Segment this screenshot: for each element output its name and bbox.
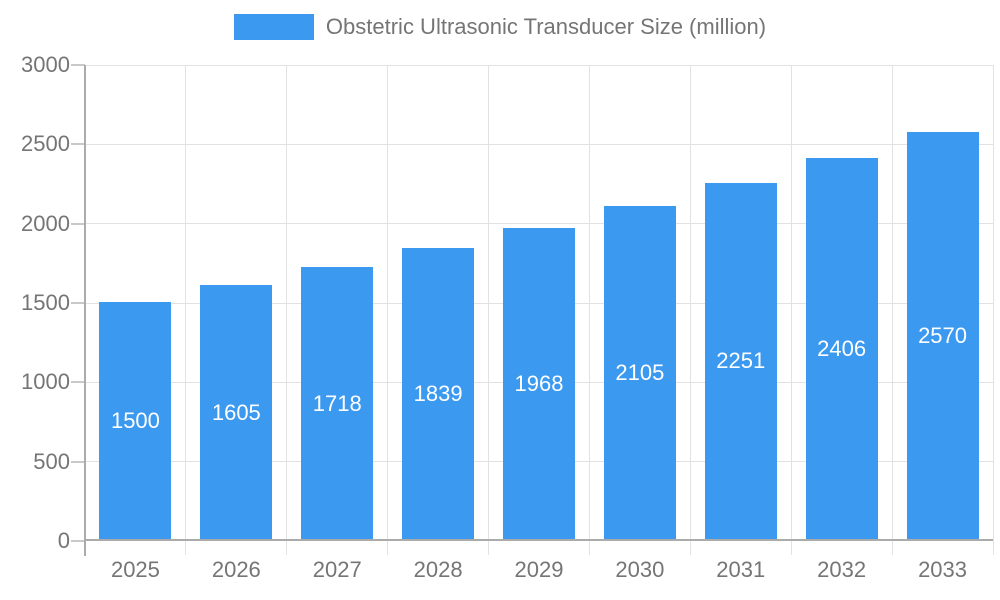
y-axis-label: 2500 xyxy=(21,131,70,157)
x-axis-label: 2029 xyxy=(514,557,564,582)
y-axis-label: 500 xyxy=(33,448,70,474)
bar-value-label: 1605 xyxy=(211,399,261,425)
x-axis-tick xyxy=(992,541,994,555)
legend-swatch xyxy=(233,14,314,40)
x-gridline xyxy=(387,65,389,541)
y-axis-tick xyxy=(71,302,85,304)
x-gridline xyxy=(689,65,691,541)
bar-value-label: 2406 xyxy=(817,336,867,362)
x-axis-label: 2033 xyxy=(918,557,968,582)
bar-value-label: 1718 xyxy=(312,390,362,416)
y-gridline xyxy=(85,223,993,225)
x-gridline xyxy=(588,65,590,541)
bar[interactable]: 2570 xyxy=(906,132,979,540)
bar[interactable]: 1605 xyxy=(200,285,273,540)
y-axis-tick xyxy=(71,540,85,542)
bar-value-label: 2105 xyxy=(615,359,665,385)
y-axis-label: 3000 xyxy=(21,52,70,77)
y-axis-tick xyxy=(71,222,85,225)
bar-value-label: 1968 xyxy=(514,370,564,396)
x-axis-tick xyxy=(286,541,288,555)
bar-value-label: 1500 xyxy=(110,408,160,433)
y-axis-tick xyxy=(71,460,85,463)
x-axis-tick xyxy=(588,541,590,555)
x-axis-label: 2030 xyxy=(615,557,665,582)
x-gridline xyxy=(992,65,994,541)
x-axis-line xyxy=(85,539,993,541)
bar[interactable]: 1968 xyxy=(503,227,575,540)
bar[interactable]: 1500 xyxy=(99,302,172,540)
x-axis-tick xyxy=(891,541,893,555)
bar[interactable]: 2251 xyxy=(704,182,777,540)
y-axis-label: 2000 xyxy=(21,210,70,236)
y-axis-label: 1000 xyxy=(21,369,70,395)
legend-label: Obstetric Ultrasonic Transducer Size (mi… xyxy=(325,14,767,39)
x-gridline xyxy=(488,65,490,541)
bar-value-label: 2570 xyxy=(918,323,968,349)
x-axis-label: 2026 xyxy=(211,557,261,582)
x-axis-label: 2032 xyxy=(817,557,867,582)
bar[interactable]: 2406 xyxy=(805,158,878,540)
y-axis-label: 0 xyxy=(57,528,70,553)
x-axis-tick xyxy=(790,541,792,555)
x-axis-tick xyxy=(387,541,389,555)
bar-value-label: 1839 xyxy=(413,381,463,407)
y-axis-label: 1500 xyxy=(21,290,70,315)
y-axis-line xyxy=(84,65,86,556)
x-gridline xyxy=(891,65,893,541)
x-gridline xyxy=(286,65,288,541)
x-axis-label: 2027 xyxy=(312,557,362,582)
x-gridline xyxy=(790,65,792,541)
bar-value-label: 2251 xyxy=(716,348,766,374)
bar[interactable]: 1718 xyxy=(301,267,374,540)
y-gridline xyxy=(85,143,993,145)
bar[interactable]: 2105 xyxy=(603,206,676,540)
x-axis-tick xyxy=(689,541,691,555)
x-axis-label: 2028 xyxy=(413,557,463,582)
y-axis-tick xyxy=(71,64,85,66)
x-axis-label: 2025 xyxy=(110,557,160,582)
y-axis-tick xyxy=(71,381,85,384)
x-gridline xyxy=(185,65,187,541)
chart-legend[interactable]: Obstetric Ultrasonic Transducer Size (mi… xyxy=(0,14,1000,40)
bar[interactable]: 1839 xyxy=(402,248,475,540)
y-axis-tick xyxy=(71,143,85,146)
x-axis-tick xyxy=(185,541,187,555)
x-axis-tick xyxy=(488,541,490,555)
y-gridline xyxy=(85,64,993,66)
x-axis-label: 2031 xyxy=(716,557,766,582)
